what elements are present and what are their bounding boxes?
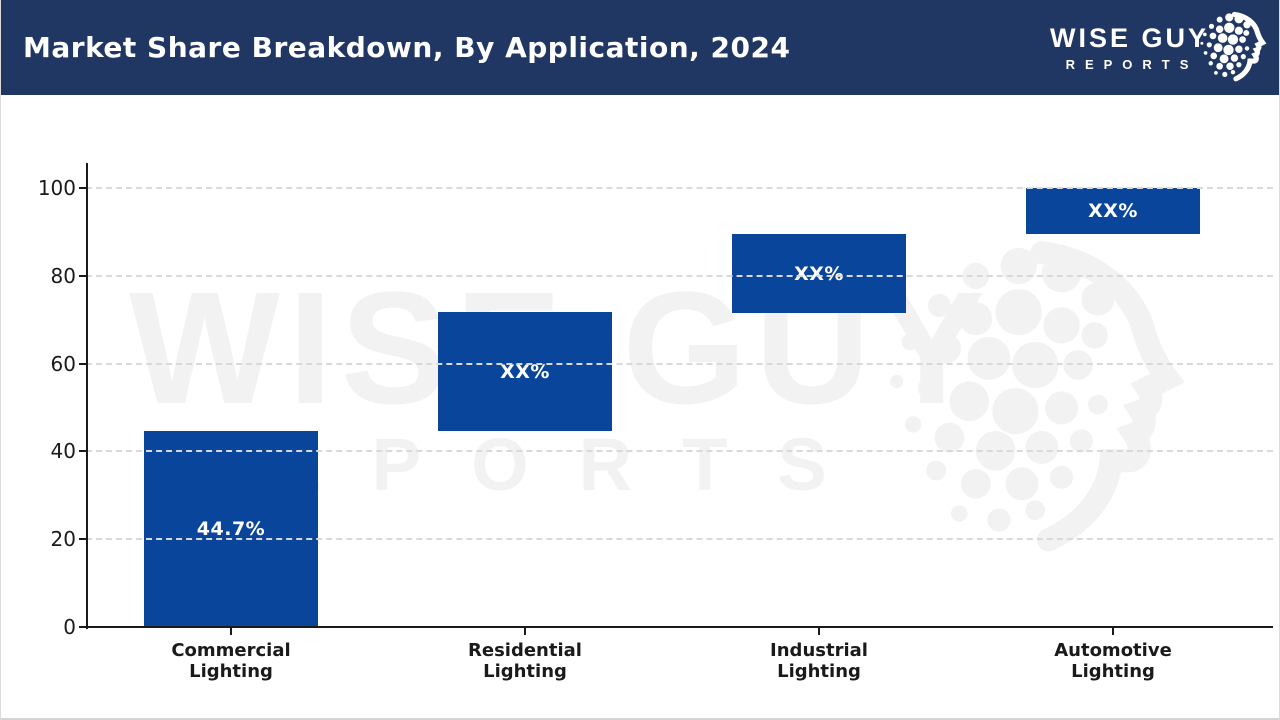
y-tick-label-60: 60 <box>50 352 76 376</box>
y-tick-0 <box>79 626 86 628</box>
bar-value-label-automotive-lighting: XX% <box>1088 200 1138 222</box>
gridline-60 <box>86 363 1273 365</box>
bar-value-label-residential-lighting: XX% <box>500 360 550 383</box>
y-tick-20 <box>79 538 86 540</box>
x-tick-industrial-lighting <box>818 628 820 635</box>
bar-commercial-lighting: 44.7% <box>144 431 318 627</box>
category-label-industrial-lighting: Industrial Lighting <box>770 640 868 682</box>
y-tick-40 <box>79 450 86 452</box>
gridline-20 <box>86 538 1273 540</box>
category-label-residential-lighting: Residential Lighting <box>468 640 582 682</box>
x-tick-commercial-lighting <box>230 628 232 635</box>
chart-title: Market Share Breakdown, By Application, … <box>23 31 791 64</box>
x-tick-automotive-lighting <box>1112 628 1114 635</box>
logo-face-icon <box>1193 8 1267 86</box>
category-label-commercial-lighting: Commercial Lighting <box>171 640 291 682</box>
y-tick-80 <box>79 275 86 277</box>
logo-reports-label: REPORTS <box>1065 56 1199 72</box>
y-tick-label-20: 20 <box>50 527 76 551</box>
x-tick-residential-lighting <box>524 628 526 635</box>
header-banner: Market Share Breakdown, By Application, … <box>1 0 1279 95</box>
y-tick-label-0: 0 <box>63 615 76 639</box>
y-tick-label-40: 40 <box>50 439 76 463</box>
logo-text: WISE GUY REPORTS <box>1050 23 1209 72</box>
y-tick-label-80: 80 <box>50 264 76 288</box>
bar-industrial-lighting: XX% <box>732 234 906 313</box>
wise-guy-reports-logo: WISE GUY REPORTS <box>1050 8 1267 86</box>
y-axis-line <box>86 163 88 629</box>
gridline-100 <box>86 187 1273 189</box>
y-tick-100 <box>79 187 86 189</box>
bar-value-label-industrial-lighting: XX% <box>794 262 844 285</box>
logo-wiseguy-label: WISE GUY <box>1049 22 1209 53</box>
bar-value-label-commercial-lighting: 44.7% <box>196 518 266 540</box>
gridline-40 <box>86 450 1273 452</box>
y-tick-60 <box>79 363 86 365</box>
gridline-80 <box>86 275 1273 277</box>
bar-automotive-lighting: XX% <box>1026 188 1200 234</box>
x-axis-line <box>86 626 1273 628</box>
bar-residential-lighting: XX% <box>438 312 612 431</box>
y-tick-label-100: 100 <box>37 176 76 200</box>
category-label-automotive-lighting: Automotive Lighting <box>1054 640 1172 682</box>
